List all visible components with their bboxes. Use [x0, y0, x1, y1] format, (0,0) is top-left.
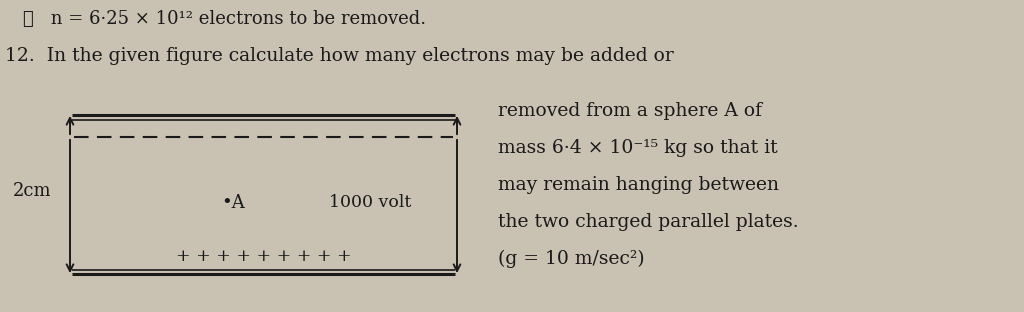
Text: ∴: ∴ — [22, 10, 33, 28]
Text: 2cm: 2cm — [12, 182, 51, 199]
Text: may remain hanging between: may remain hanging between — [498, 176, 779, 194]
Text: (g = 10 m/sec²): (g = 10 m/sec²) — [498, 250, 645, 268]
Text: 12.  In the given figure calculate how many electrons may be added or: 12. In the given figure calculate how ma… — [5, 47, 674, 65]
Text: 1000 volt: 1000 volt — [329, 194, 411, 211]
Text: + + + + + + + + +: + + + + + + + + + — [176, 248, 351, 265]
Text: the two charged parallel plates.: the two charged parallel plates. — [498, 213, 799, 231]
Text: mass 6·4 × 10⁻¹⁵ kg so that it: mass 6·4 × 10⁻¹⁵ kg so that it — [498, 139, 777, 157]
Text: n = 6·25 × 10¹² electrons to be removed.: n = 6·25 × 10¹² electrons to be removed. — [45, 10, 426, 28]
Text: •A: •A — [221, 193, 246, 212]
Text: removed from a sphere A of: removed from a sphere A of — [498, 102, 762, 120]
